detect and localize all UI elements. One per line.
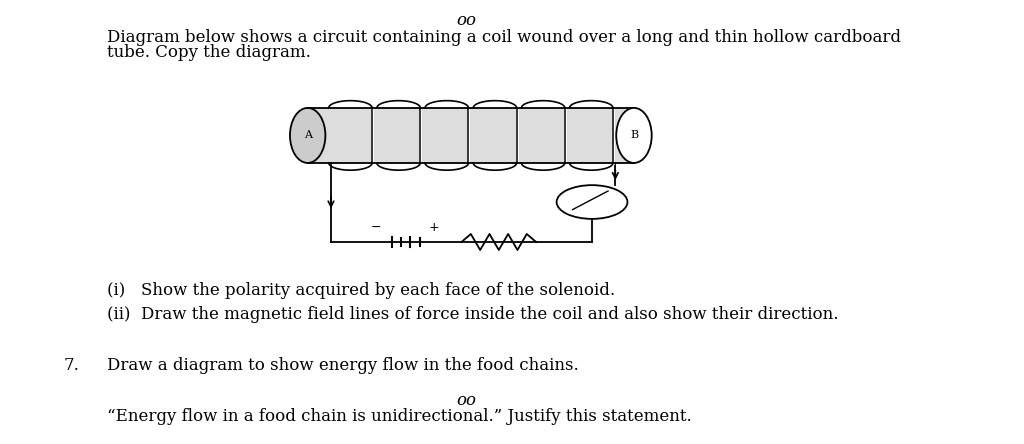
Text: (i)   Show the polarity acquired by each face of the solenoid.: (i) Show the polarity acquired by each f…	[108, 282, 615, 299]
Text: Diagram below shows a circuit containing a coil wound over a long and thin hollo: Diagram below shows a circuit containing…	[108, 29, 901, 46]
Text: Draw a diagram to show energy flow in the food chains.: Draw a diagram to show energy flow in th…	[108, 357, 579, 374]
Text: (ii)  Draw the magnetic field lines of force inside the coil and also show their: (ii) Draw the magnetic field lines of fo…	[108, 306, 839, 323]
Text: A: A	[304, 131, 311, 140]
Text: oo: oo	[456, 392, 476, 408]
Text: +: +	[428, 221, 439, 234]
Circle shape	[557, 185, 628, 219]
Ellipse shape	[290, 108, 326, 163]
Text: 7.: 7.	[63, 357, 79, 374]
Text: −: −	[371, 221, 381, 234]
Text: tube. Copy the diagram.: tube. Copy the diagram.	[108, 44, 311, 61]
Polygon shape	[307, 108, 634, 163]
Ellipse shape	[616, 108, 651, 163]
Text: B: B	[630, 131, 638, 140]
Text: oo: oo	[456, 12, 476, 29]
Text: “Energy flow in a food chain is unidirectional.” Justify this statement.: “Energy flow in a food chain is unidirec…	[108, 408, 692, 424]
